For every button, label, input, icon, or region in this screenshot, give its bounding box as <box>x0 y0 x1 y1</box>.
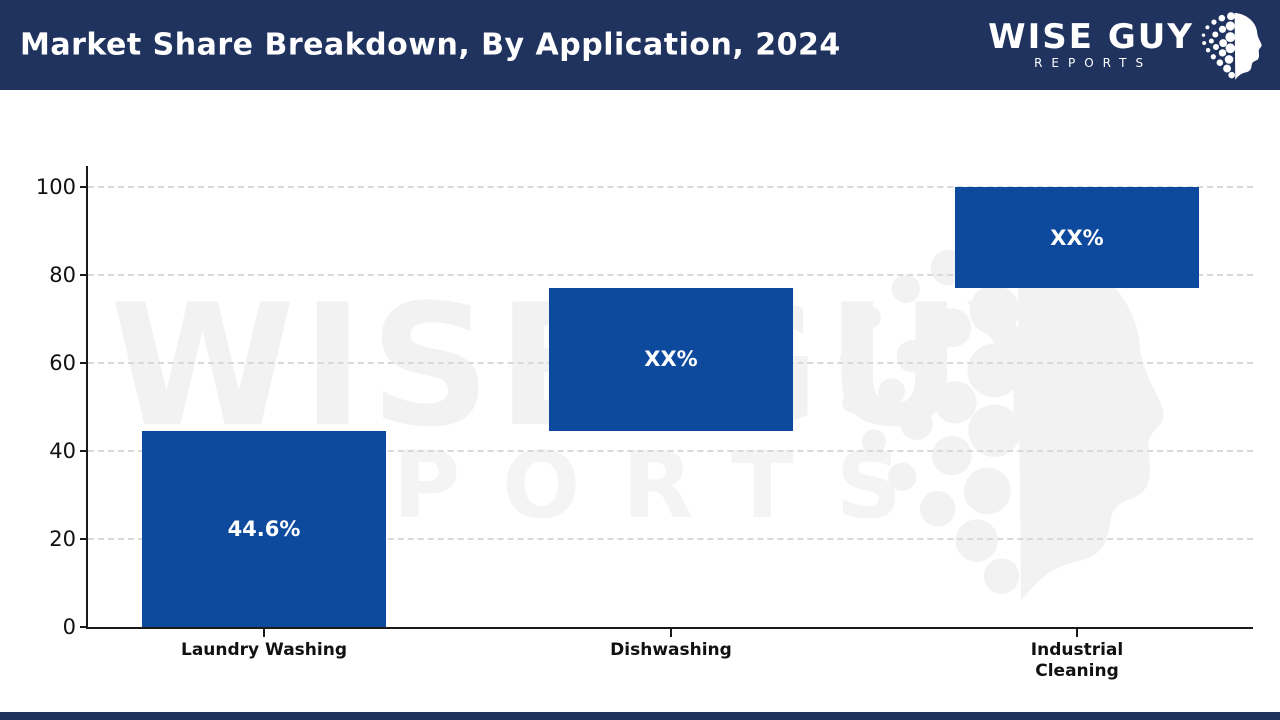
wiseguy-logo-wordmark: WISE GUY <box>988 17 1194 57</box>
wiseguy-logo-subword: REPORTS <box>1034 56 1153 70</box>
ytick-label-40: 40 <box>49 439 76 463</box>
header-band: Market Share Breakdown, By Application, … <box>0 0 1280 90</box>
gridline-40 <box>88 450 1253 452</box>
bar-2: XX% <box>549 288 793 431</box>
bar-3: XX% <box>955 187 1199 289</box>
gridline-100 <box>88 186 1253 188</box>
xtick-1 <box>263 629 265 637</box>
wiseguy-head-icon <box>1201 12 1262 80</box>
wiseguy-logo: WISE GUY REPORTS <box>988 8 1264 82</box>
category-label-2: Dishwashing <box>610 640 732 660</box>
bar-value-label-1: 44.6% <box>227 516 301 541</box>
category-label-3: Industrial Cleaning <box>1030 640 1124 681</box>
x-axis-line <box>88 627 1253 629</box>
bar-value-label-2: XX% <box>644 347 698 372</box>
ytick-100 <box>80 186 88 188</box>
ytick-60 <box>80 362 88 364</box>
gridline-80 <box>88 274 1253 276</box>
ytick-label-60: 60 <box>49 351 76 375</box>
bar-value-label-3: XX% <box>1050 225 1104 250</box>
ytick-80 <box>80 274 88 276</box>
ytick-0 <box>80 626 88 628</box>
xtick-3 <box>1076 629 1078 637</box>
ytick-label-80: 80 <box>49 263 76 287</box>
wiseguy-head-watermark-icon <box>839 235 1164 601</box>
xtick-2 <box>670 629 672 637</box>
bar-1: 44.6% <box>142 430 386 627</box>
category-label-1: Laundry Washing <box>181 640 347 660</box>
footer-band <box>0 712 1280 720</box>
ytick-20 <box>80 538 88 540</box>
y-axis-line <box>86 166 88 629</box>
page-title: Market Share Breakdown, By Application, … <box>20 27 841 63</box>
ytick-label-0: 0 <box>62 615 76 639</box>
ytick-40 <box>80 450 88 452</box>
ytick-label-20: 20 <box>49 527 76 551</box>
gridline-20 <box>88 538 1253 540</box>
ytick-label-100: 100 <box>35 175 76 199</box>
wiseguy-logo-text: WISE GUY REPORTS <box>988 19 1194 71</box>
